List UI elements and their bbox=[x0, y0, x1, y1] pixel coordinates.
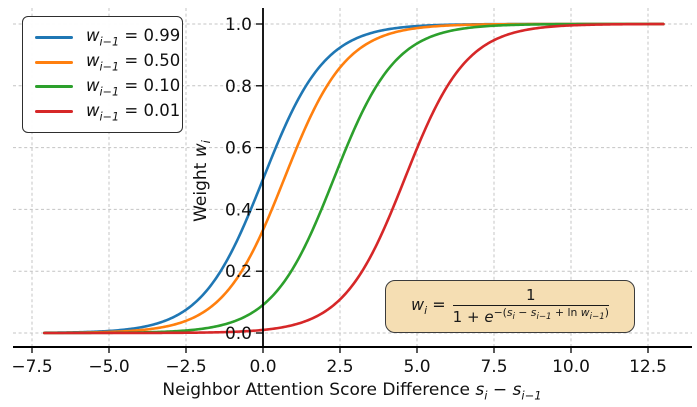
y-tick-label: 0.8 bbox=[225, 77, 252, 97]
y-tick-label: 0.0 bbox=[225, 324, 252, 344]
formula-denominator: 1 + e−(si − si−1 + ln wi−1) bbox=[452, 306, 609, 327]
y-tick-label: 0.4 bbox=[225, 200, 252, 220]
y-axis-label: Weight wi bbox=[190, 140, 214, 222]
legend-line-sample bbox=[35, 60, 73, 64]
formula-numerator: 1 bbox=[452, 286, 609, 307]
legend-label: wi−1 = 0.99 bbox=[86, 26, 181, 49]
legend-line-sample bbox=[35, 35, 73, 39]
x-tick-label: 7.5 bbox=[480, 357, 507, 377]
legend-label: wi−1 = 0.01 bbox=[86, 100, 181, 123]
x-tick-label: 0.0 bbox=[249, 357, 276, 377]
x-tick-label: 10.0 bbox=[552, 357, 590, 377]
legend-label: wi−1 = 0.10 bbox=[86, 75, 181, 99]
legend: wi−1 = 0.99 wi−1 = 0.50 wi−1 = 0.10 wi−1 = … bbox=[22, 16, 183, 133]
legend-item: wi−1 = 0.01 bbox=[35, 101, 180, 123]
x-tick-label: 12.5 bbox=[629, 357, 667, 377]
x-tick-label: −2.5 bbox=[165, 357, 206, 377]
x-tick-label: 5.0 bbox=[403, 357, 430, 377]
curve-0.01 bbox=[43, 22, 665, 335]
x-tick-label: 2.5 bbox=[326, 357, 353, 377]
legend-label: wi−1 = 0.50 bbox=[86, 50, 181, 74]
y-tick-label: 1.0 bbox=[225, 15, 252, 35]
x-tick-label: −7.5 bbox=[11, 357, 52, 377]
y-tick-label: 0.6 bbox=[225, 139, 252, 159]
legend-line-sample bbox=[35, 85, 73, 89]
legend-item: wi−1 = 0.50 bbox=[35, 51, 180, 73]
formula-fraction: 1 1 + e−(si − si−1 + ln wi−1) bbox=[452, 286, 609, 327]
x-tick-label: −5.0 bbox=[88, 357, 129, 377]
legend-item: wi−1 = 0.99 bbox=[35, 26, 180, 48]
legend-item: wi−1 = 0.10 bbox=[35, 76, 180, 98]
legend-line-sample bbox=[35, 110, 73, 114]
formula-box: wi = 1 1 + e−(si − si−1 + ln wi−1) bbox=[385, 280, 635, 333]
formula-lhs: wi = bbox=[411, 295, 446, 318]
x-axis-label: Neighbor Attention Score Difference si −… bbox=[162, 380, 542, 403]
y-tick-label: 0.2 bbox=[225, 262, 252, 282]
